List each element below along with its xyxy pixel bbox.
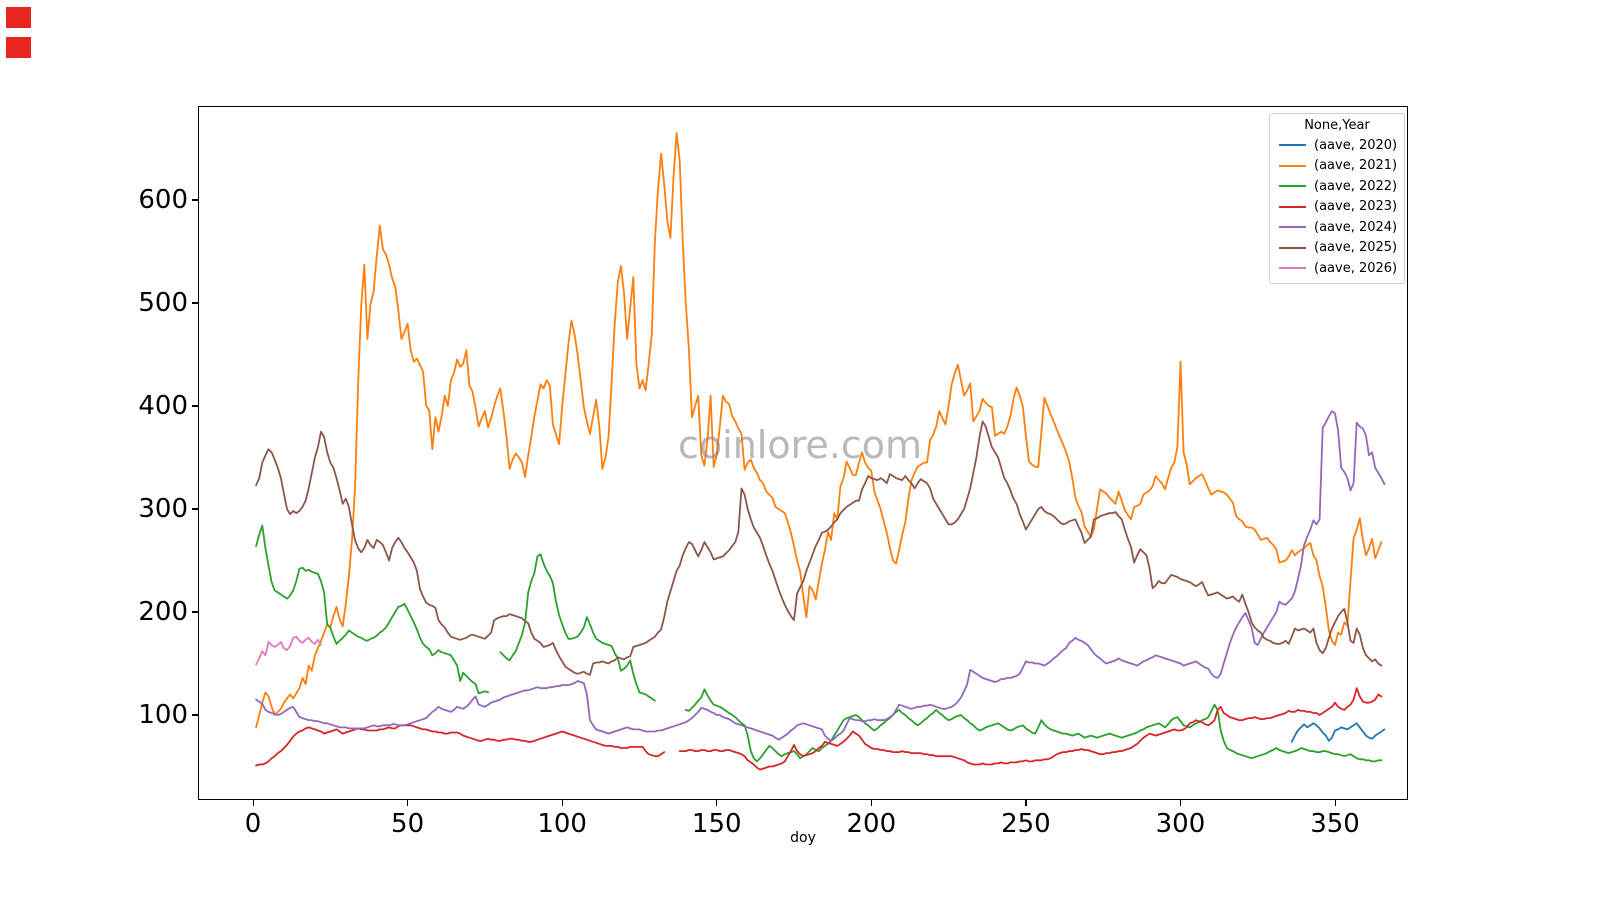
plot-area-border bbox=[198, 106, 1408, 800]
watermark: coinlore.com bbox=[678, 423, 922, 467]
y-tick-mark bbox=[192, 405, 198, 407]
series-line-aave-2023 bbox=[678, 687, 1383, 771]
x-tick-mark bbox=[252, 800, 254, 806]
legend-entry-aave-2024: (aave, 2024) bbox=[1270, 217, 1404, 238]
legend-label: (aave, 2020) bbox=[1314, 137, 1398, 153]
legend-entry-aave-2023: (aave, 2023) bbox=[1270, 197, 1404, 218]
x-tick-label: 50 bbox=[391, 809, 425, 839]
y-tick-label: 200 bbox=[138, 597, 188, 627]
legend-label: (aave, 2026) bbox=[1314, 260, 1398, 276]
y-tick-mark bbox=[192, 714, 198, 716]
x-tick-label: 100 bbox=[537, 809, 587, 839]
x-tick-label: 350 bbox=[1310, 809, 1360, 839]
screen-artifact-red-square bbox=[6, 37, 31, 58]
legend-entry-aave-2020: (aave, 2020) bbox=[1270, 135, 1404, 156]
legend-label: (aave, 2025) bbox=[1314, 240, 1398, 256]
legend-label: (aave, 2023) bbox=[1314, 199, 1398, 215]
legend-entry-aave-2021: (aave, 2021) bbox=[1270, 156, 1404, 177]
series-line-aave-2022 bbox=[499, 553, 656, 702]
legend-line-swatch bbox=[1279, 164, 1306, 167]
x-tick-mark bbox=[870, 800, 872, 806]
series-line-aave-2026 bbox=[255, 635, 322, 666]
legend: None,Year (aave, 2020) (aave, 2021) (aave,… bbox=[1269, 113, 1405, 284]
y-tick-label: 100 bbox=[138, 700, 188, 730]
y-tick-label: 400 bbox=[138, 390, 188, 421]
y-tick-mark bbox=[192, 508, 198, 510]
legend-line-swatch bbox=[1279, 144, 1306, 147]
y-tick-mark bbox=[192, 611, 198, 613]
x-tick-mark bbox=[407, 800, 409, 806]
x-tick-label: 0 bbox=[244, 809, 262, 839]
legend-label: (aave, 2021) bbox=[1314, 158, 1398, 174]
x-tick-mark bbox=[1179, 800, 1182, 806]
series-line-aave-2025 bbox=[255, 420, 1383, 676]
legend-line-swatch bbox=[1279, 226, 1306, 229]
series-line-aave-2024 bbox=[255, 410, 1386, 742]
y-tick-mark bbox=[192, 199, 198, 201]
x-tick-mark bbox=[716, 800, 718, 806]
x-tick-label: 250 bbox=[1001, 809, 1051, 839]
legend-line-swatch bbox=[1279, 205, 1306, 208]
legend-title: None,Year bbox=[1304, 118, 1370, 133]
series-line-aave-2023 bbox=[255, 724, 666, 767]
legend-line-swatch bbox=[1279, 267, 1306, 270]
y-tick-label: 500 bbox=[138, 287, 188, 318]
series-line-aave-2022 bbox=[255, 524, 489, 695]
legend-line-swatch bbox=[1279, 185, 1306, 188]
y-tick-label: 300 bbox=[138, 493, 188, 524]
x-tick-label: 200 bbox=[846, 809, 897, 839]
series-line-aave-2022 bbox=[684, 688, 1383, 763]
screen-artifact-red-square bbox=[6, 7, 31, 28]
line-chart-canvas bbox=[255, 132, 1386, 771]
x-tick-label: 150 bbox=[691, 809, 742, 839]
legend-label: (aave, 2022) bbox=[1314, 178, 1398, 194]
legend-label: (aave, 2024) bbox=[1314, 219, 1398, 235]
y-tick-mark bbox=[192, 302, 198, 304]
series-line-aave-2021 bbox=[255, 132, 1383, 729]
legend-entry-aave-2026: (aave, 2026) bbox=[1270, 258, 1404, 279]
legend-entry-aave-2025: (aave, 2025) bbox=[1270, 238, 1404, 259]
x-axis-label: doy bbox=[790, 830, 816, 846]
x-tick-mark bbox=[561, 800, 563, 806]
series-line-aave-2020 bbox=[1290, 722, 1386, 743]
legend-line-swatch bbox=[1279, 246, 1306, 249]
y-tick-label: 600 bbox=[138, 184, 188, 215]
x-tick-mark bbox=[1334, 800, 1336, 806]
x-tick-label: 300 bbox=[1155, 809, 1206, 839]
x-tick-mark bbox=[1025, 800, 1027, 806]
legend-entry-aave-2022: (aave, 2022) bbox=[1270, 176, 1404, 197]
